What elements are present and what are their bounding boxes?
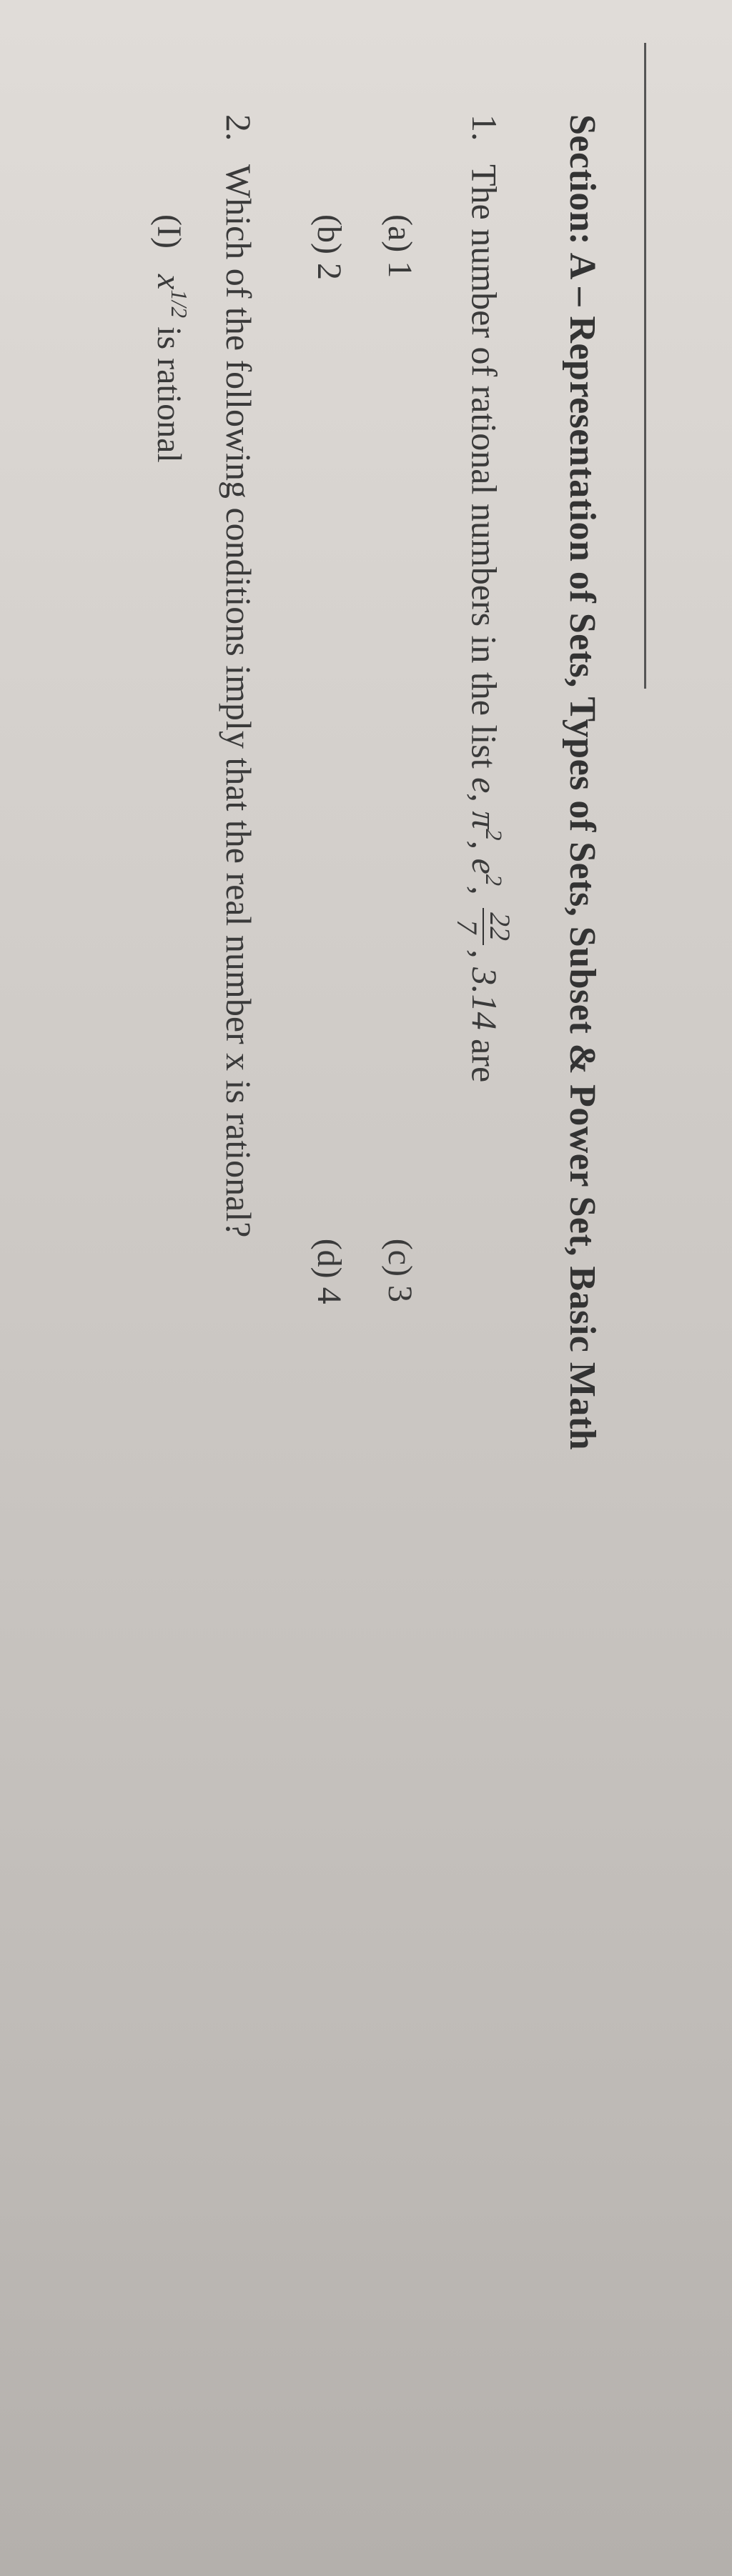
q1-frac-den: 7 bbox=[452, 915, 483, 938]
question-2-body: Which of the following conditions imply … bbox=[212, 164, 265, 2490]
q2-opt-i-label: (I) bbox=[150, 214, 188, 249]
q1-fraction: 22 7 bbox=[452, 908, 514, 945]
question-1: 1. The number of rational numbers in the… bbox=[301, 114, 511, 2490]
question-1-body: The number of rational numbers in the li… bbox=[450, 164, 511, 2490]
section-title: Section: A – Representation of Sets, Typ… bbox=[561, 114, 603, 2490]
q1-e: e bbox=[465, 777, 505, 793]
question-2-number: 2. bbox=[212, 114, 265, 164]
q2-opt-i-suffix: is rational bbox=[150, 326, 188, 463]
question-1-text: 1. The number of rational numbers in the… bbox=[450, 114, 511, 2490]
question-2: 2. Which of the following conditions imp… bbox=[149, 114, 265, 2490]
q1-option-a: (a) 1 bbox=[372, 214, 428, 1239]
q1-e-sq: e2 bbox=[465, 859, 505, 886]
q1-pi-sq: π2 bbox=[465, 811, 505, 840]
q1-suffix: are bbox=[465, 1039, 505, 1082]
question-1-number: 1. bbox=[458, 114, 511, 164]
question-2-text: 2. Which of the following conditions imp… bbox=[212, 114, 265, 2490]
q1-frac-num: 22 bbox=[483, 908, 514, 945]
q1-last: 3.14 bbox=[465, 967, 505, 1030]
q1-option-d: (d) 4 bbox=[301, 1239, 357, 2263]
q1-option-b: (b) 2 bbox=[301, 214, 357, 1239]
page-top-border bbox=[644, 43, 646, 689]
q1-prefix: The number of rational numbers in the li… bbox=[465, 164, 505, 777]
q2-opt-i-math: x1/2 bbox=[150, 274, 188, 318]
q1-option-c: (c) 3 bbox=[372, 1239, 428, 2263]
q2-option-i: (I) x1/2 is rational bbox=[149, 114, 190, 2490]
question-1-options: (a) 1 (c) 3 (b) 2 (d) 4 bbox=[301, 114, 428, 2490]
q1-math-list: e, π2, e2, 22 7 , 3.14 bbox=[465, 777, 505, 1039]
